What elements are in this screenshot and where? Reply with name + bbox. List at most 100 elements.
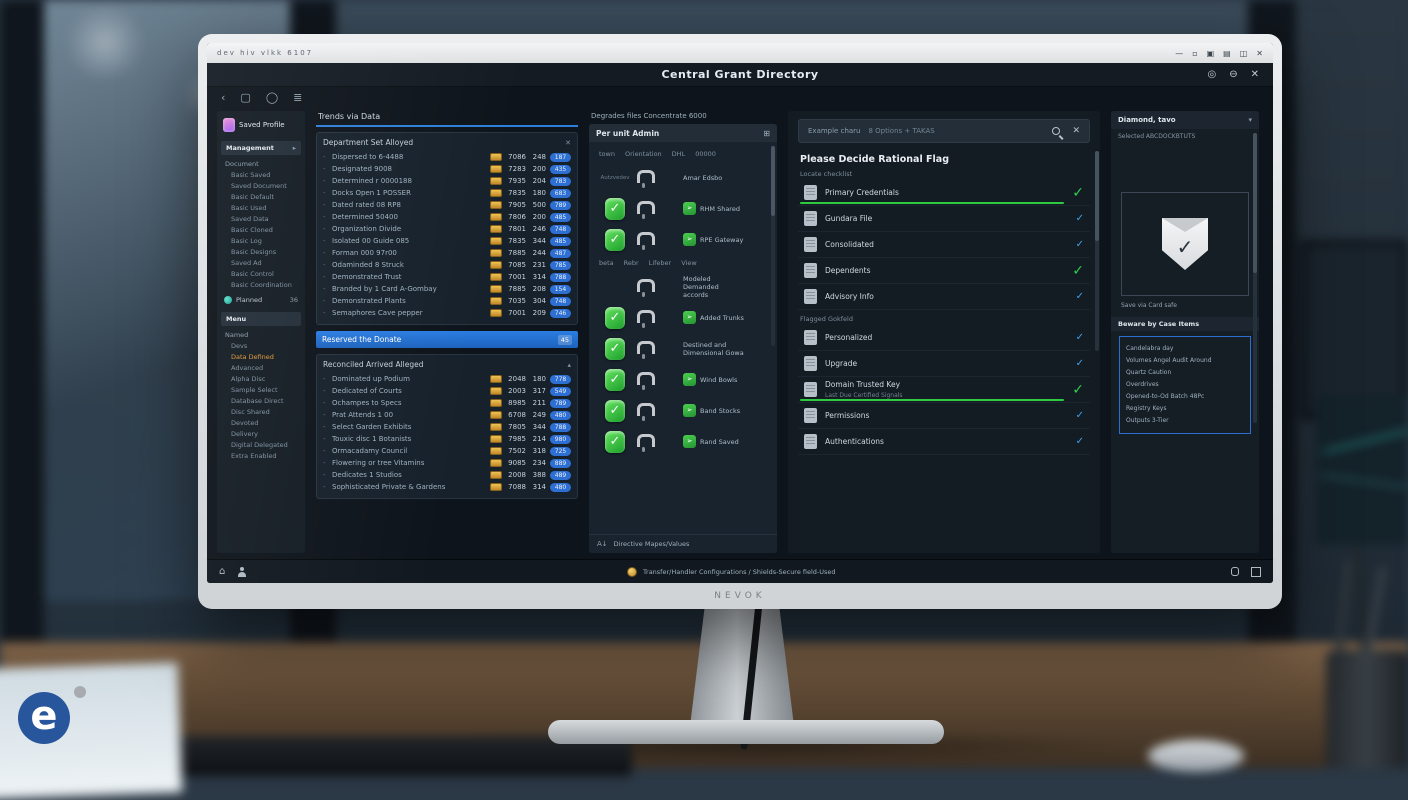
lock-row[interactable]: Autzvedev Amar Edsbo	[597, 162, 767, 193]
details-list-item[interactable]: Overdrives	[1126, 379, 1244, 391]
details-list-item[interactable]: Opened-to-Od Batch 48Pc	[1126, 391, 1244, 403]
lock-row[interactable]: Rand Saved	[597, 426, 767, 457]
table-row[interactable]: - Dedicates 1 Studios 2008 388 489	[323, 469, 571, 481]
sidebar-item[interactable]: Basic Log	[231, 236, 301, 247]
checklist-row[interactable]: Upgrade ✓	[798, 351, 1090, 377]
details-list-item[interactable]: Volumes Angel Audit Around	[1126, 355, 1244, 367]
table-row[interactable]: - Flowering or tree Vitamins 9085 234 88…	[323, 457, 571, 469]
close-icon[interactable]: ✕	[1072, 126, 1080, 136]
sidebar-item[interactable]: Delivery	[231, 429, 301, 440]
checklist-scrollbar[interactable]	[1095, 151, 1099, 351]
details-header[interactable]: Diamond, tavo ▾	[1111, 111, 1259, 129]
table-row[interactable]: - Determined 50400 7806 200 485	[323, 211, 571, 223]
filter-item[interactable]: DHL	[672, 150, 686, 158]
table-row[interactable]: - Select Garden Exhibits 7805 344 788	[323, 421, 571, 433]
details-list-item[interactable]: Quartz Caution	[1126, 367, 1244, 379]
table-row[interactable]: - Odaminded 8 Struck 7085 231 785	[323, 259, 571, 271]
sidebar-item[interactable]: Basic Saved	[231, 170, 301, 181]
sidebar-section-menu[interactable]: Menu	[221, 312, 301, 326]
checklist-row[interactable]: Consolidated ✓	[798, 232, 1090, 258]
table-row[interactable]: - Prat Attends 1 00 6708 249 480	[323, 409, 571, 421]
sidebar-item[interactable]: Digital Delegated	[231, 440, 301, 451]
sidebar-item[interactable]: Disc Shared	[231, 407, 301, 418]
minimize-icon[interactable]: —	[1175, 49, 1183, 58]
search-bar[interactable]: Example charu 8 Options + TAKAS ✕	[798, 119, 1090, 143]
details-list-item[interactable]: Outputs 3-Tier	[1126, 415, 1244, 427]
filter-item[interactable]: town	[599, 150, 615, 158]
table-row[interactable]: - Touxic disc 1 Botanists 7985 214 980	[323, 433, 571, 445]
lock-row[interactable]: RPE Gateway	[597, 224, 767, 255]
filter-item[interactable]: View	[681, 259, 696, 267]
checklist-row[interactable]: Authentications ✓	[798, 429, 1090, 455]
filter-item[interactable]: beta	[599, 259, 614, 267]
expand-icon[interactable]: ⊞	[763, 129, 770, 138]
table-row[interactable]: - Docks Open 1 POSSER 7835 180 683	[323, 187, 571, 199]
selected-row[interactable]: Reserved the Donate 45	[316, 331, 578, 348]
profile-row[interactable]: Saved Profile	[221, 116, 301, 138]
sidebar-item[interactable]: Saved Data	[231, 214, 301, 225]
table-row[interactable]: - Ormacadamy Council 7502 318 725	[323, 445, 571, 457]
locks-scrollbar[interactable]	[771, 146, 775, 346]
checklist-row[interactable]: Domain Trusted Key Last Due Certified Si…	[798, 377, 1090, 403]
tab-trends[interactable]: Trends via Data	[316, 111, 578, 127]
account-icon[interactable]: ◎	[1207, 69, 1216, 80]
close-icon[interactable]: ✕	[1251, 69, 1259, 80]
lock-row[interactable]: Band Stocks	[597, 395, 767, 426]
copy-icon[interactable]: ▢	[240, 92, 250, 103]
table-row[interactable]: - Dispersed to 6-4488 7086 248 187	[323, 151, 571, 163]
table-row[interactable]: - Semaphores Cave pepper 7001 209 746	[323, 307, 571, 319]
details-list-item[interactable]: Candelabra day	[1126, 343, 1244, 355]
sidebar-item[interactable]: Devoted	[231, 418, 301, 429]
details-list-item[interactable]: Registry Keys	[1126, 403, 1244, 415]
sidebar-item[interactable]: Data Defined	[231, 352, 301, 363]
sidebar-item[interactable]: Saved Document	[231, 181, 301, 192]
table-row[interactable]: - Designated 9008 7283 200 435	[323, 163, 571, 175]
lock-row[interactable]: Destined and Dimensional Gowa	[597, 333, 767, 364]
lock-row[interactable]: RHM Shared	[597, 193, 767, 224]
sidebar-item[interactable]: Basic Used	[231, 203, 301, 214]
display-icon[interactable]	[1251, 567, 1261, 577]
checklist-row[interactable]: Primary Credentials ✓	[798, 180, 1090, 206]
sidebar-item[interactable]: Devs	[231, 341, 301, 352]
sidebar-item[interactable]: Basic Default	[231, 192, 301, 203]
filter-item[interactable]: Orientation	[625, 150, 662, 158]
back-icon[interactable]: ‹	[221, 92, 225, 103]
user-icon[interactable]	[237, 567, 247, 577]
stack-icon[interactable]: ≣	[293, 92, 302, 103]
window-icon[interactable]: ▤	[1223, 49, 1231, 58]
sidebar-section-management[interactable]: Management ▸	[221, 141, 301, 155]
table-row[interactable]: - Organization Divide 7801 246 748	[323, 223, 571, 235]
sidebar-item[interactable]: Sample Select	[231, 385, 301, 396]
table-row[interactable]: - Sophisticated Private & Gardens 7088 3…	[323, 481, 571, 493]
table-row[interactable]: - Branded by 1 Card A-Gombay 7885 208 15…	[323, 283, 571, 295]
sidebar-item-planned[interactable]: Planned 36	[221, 291, 301, 309]
sidebar-item[interactable]: Alpha Disc	[231, 374, 301, 385]
search-input[interactable]: Example charu	[808, 127, 860, 135]
lock-row[interactable]: Modeled Demanded accords	[597, 271, 767, 302]
checklist-row[interactable]: Advisory Info ✓	[798, 284, 1090, 310]
lock-row[interactable]: Wind Bowls	[597, 364, 767, 395]
close-icon[interactable]: ✕	[1256, 49, 1263, 58]
sidebar-item[interactable]: Extra Enabled	[231, 451, 301, 462]
checklist-row[interactable]: Gundara File ✓	[798, 206, 1090, 232]
close-icon[interactable]: ✕	[565, 139, 571, 147]
locks-footer[interactable]: A↓ Directive Mapes/Values	[589, 534, 777, 553]
filter-item[interactable]: Lifeber	[649, 259, 672, 267]
settings-icon[interactable]: ⊖	[1229, 69, 1237, 80]
home-icon[interactable]: ⌂	[219, 566, 225, 577]
checklist-row[interactable]: Permissions ✓	[798, 403, 1090, 429]
window-icon[interactable]: ◫	[1240, 49, 1248, 58]
table-row[interactable]: - Dated rated 08 RP8 7905 500 789	[323, 199, 571, 211]
window-icon[interactable]: ▣	[1207, 49, 1215, 58]
table-row[interactable]: - Demonstrated Trust 7001 314 788	[323, 271, 571, 283]
table-row[interactable]: - Determined r 0000188 7935 204 783	[323, 175, 571, 187]
phone-icon[interactable]	[1231, 567, 1239, 576]
sidebar-item[interactable]: Database Direct	[231, 396, 301, 407]
lock-row[interactable]: Added Trunks	[597, 302, 767, 333]
table-row[interactable]: - Forman 000 97r00 7885 244 487	[323, 247, 571, 259]
chevron-up-icon[interactable]: ▴	[567, 361, 571, 369]
sidebar-item[interactable]: Basic Cloned	[231, 225, 301, 236]
table-row[interactable]: - Isolated 00 Guide 085 7835 344 485	[323, 235, 571, 247]
table-row[interactable]: - Dominated up Podium 2048 180 778	[323, 373, 571, 385]
record-icon[interactable]: ◯	[266, 92, 278, 103]
